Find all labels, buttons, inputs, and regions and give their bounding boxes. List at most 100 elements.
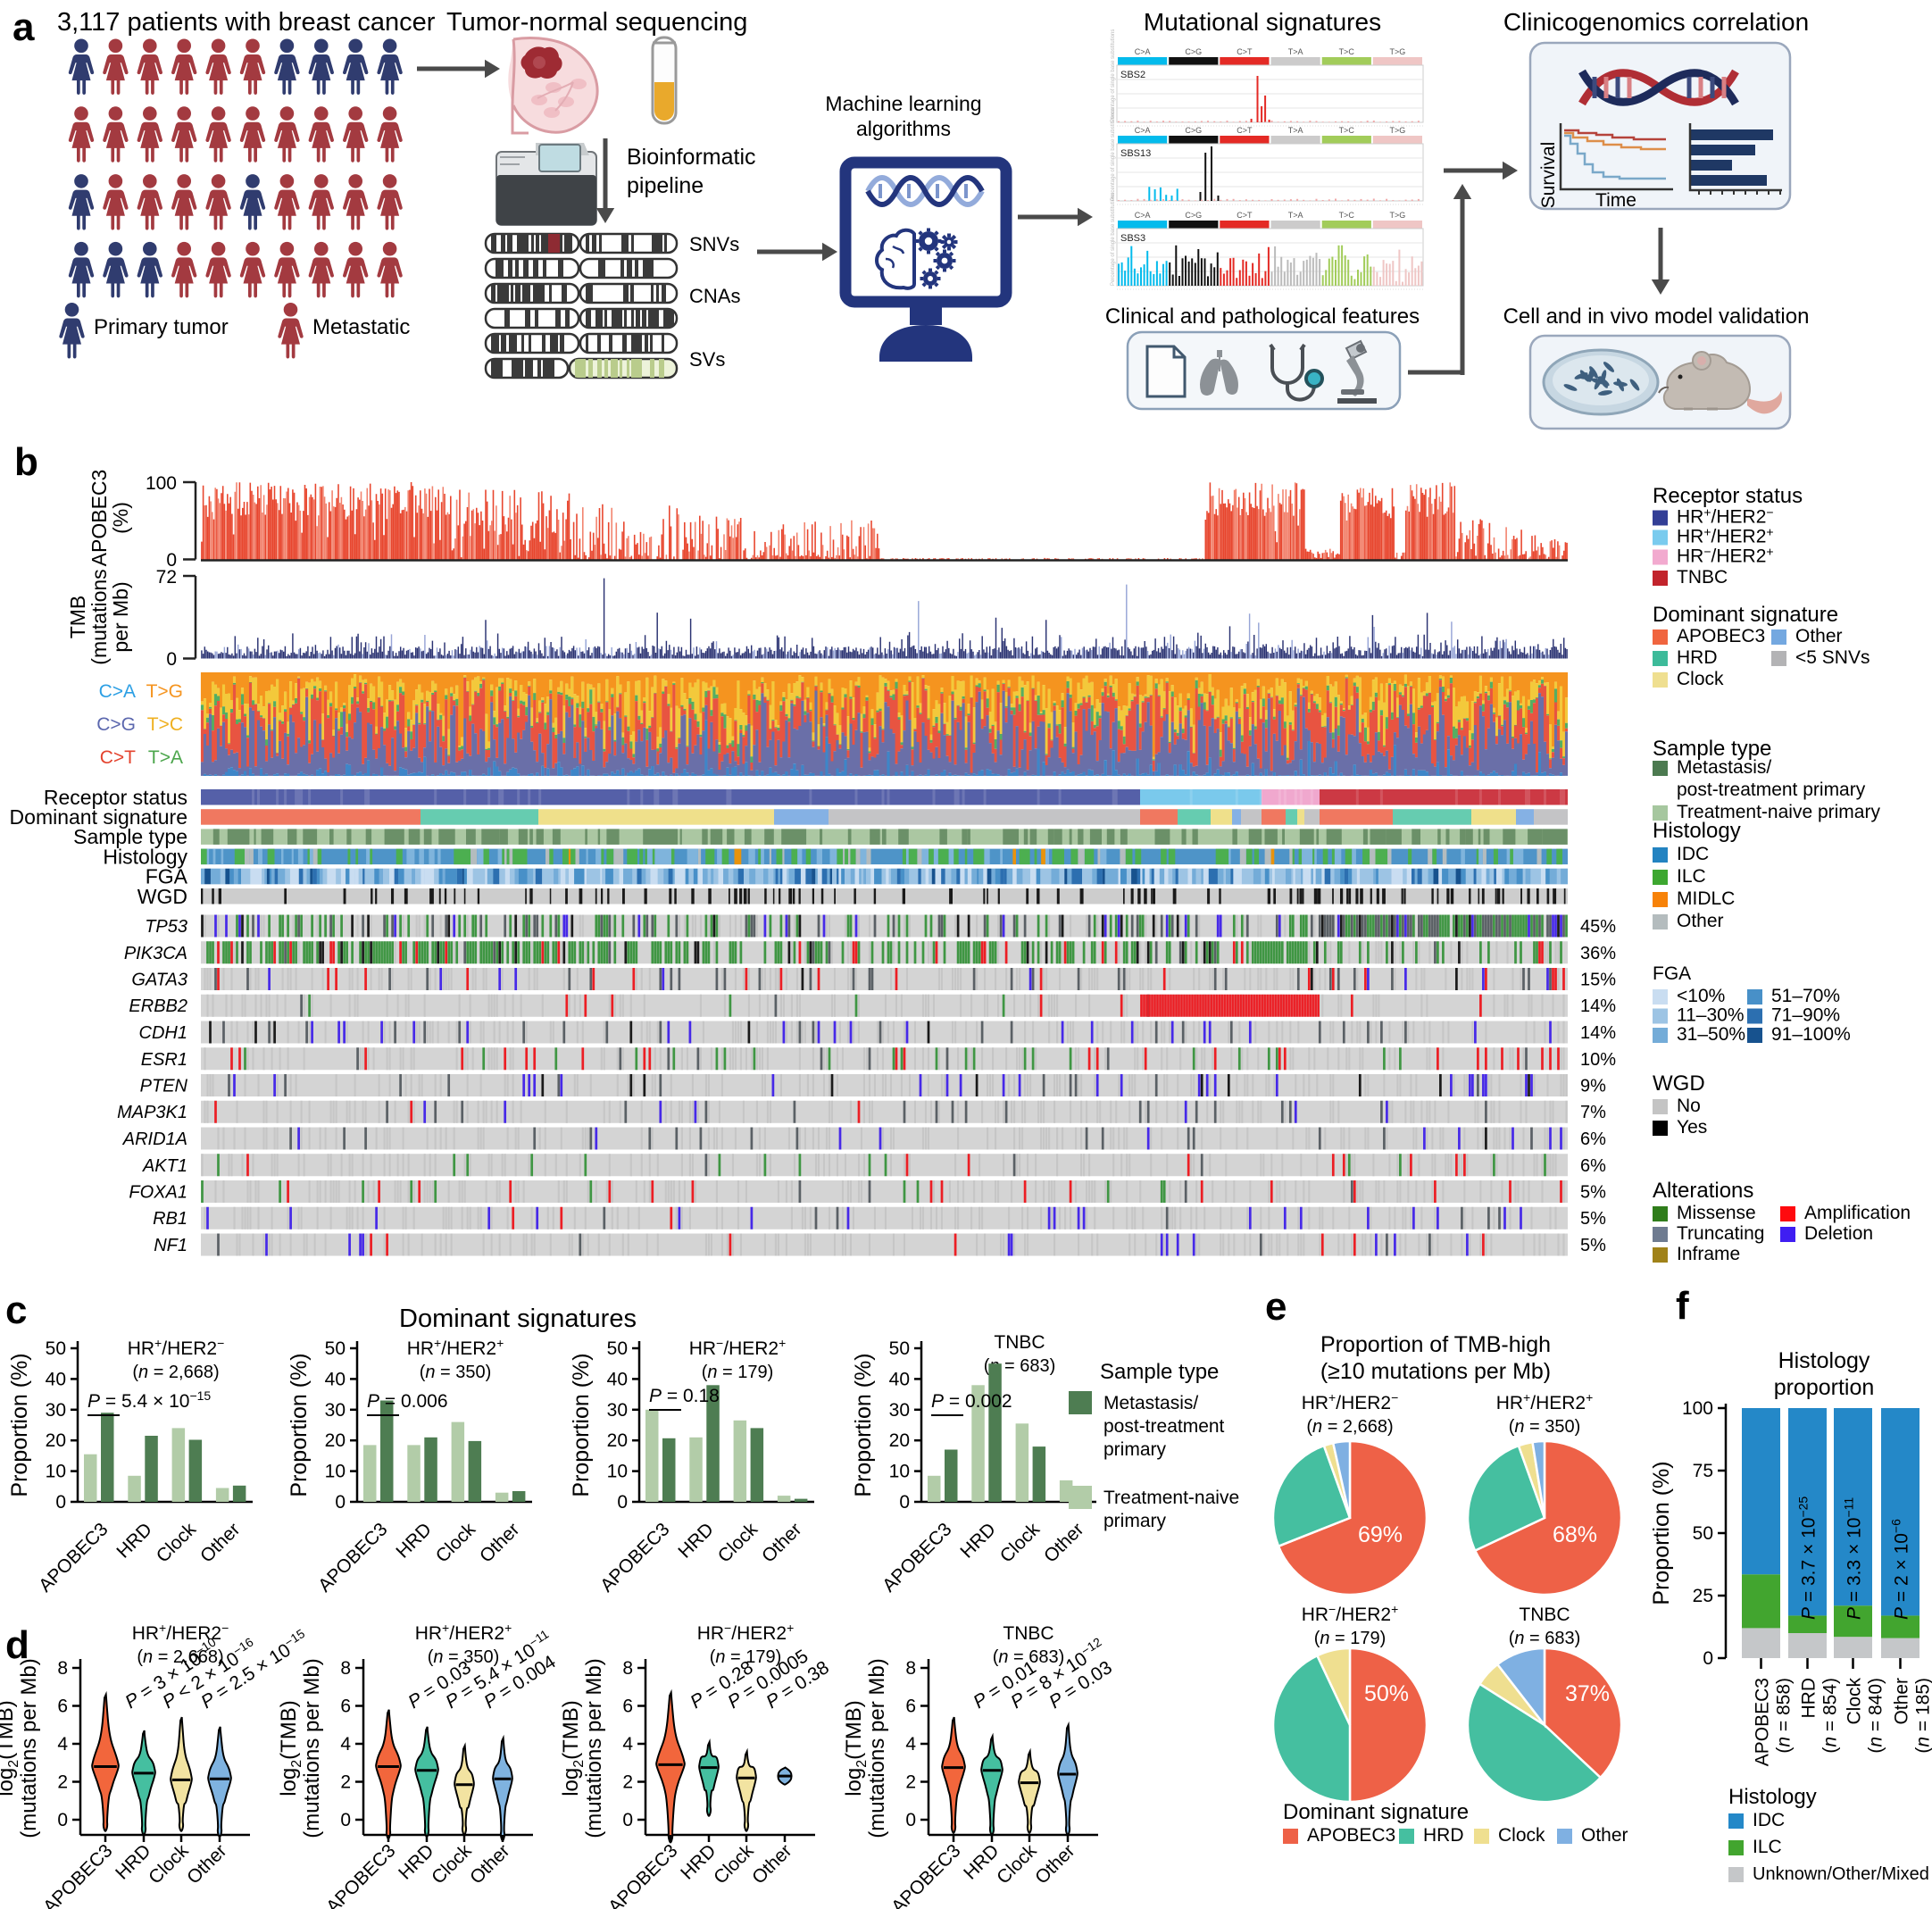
svg-text:72: 72: [156, 567, 177, 588]
svg-text:8: 8: [340, 1658, 351, 1679]
svg-text:NF1: NF1: [154, 1236, 187, 1255]
svg-text:50: 50: [607, 1338, 628, 1359]
svg-text:T>A: T>A: [148, 747, 183, 768]
svg-text:IDC: IDC: [1753, 1810, 1785, 1830]
svg-text:TNBC: TNBC: [1677, 567, 1728, 588]
svg-text:P = 2 × 10−6​: P = 2 × 10−6​: [1889, 1519, 1912, 1620]
svg-text:Receptor status: Receptor status: [44, 786, 187, 809]
svg-text:SNVs: SNVs: [689, 233, 739, 255]
svg-text:Percentage of single base subs: Percentage of single base substitutions: [1111, 29, 1116, 122]
svg-text:6%: 6%: [1580, 1156, 1606, 1176]
svg-text:(n = 854): (n = 854): [1820, 1678, 1841, 1754]
svg-text:log2​(TMB): log2​(TMB): [842, 1700, 870, 1796]
svg-text:T>G: T>G: [146, 681, 183, 702]
svg-text:HRD: HRD: [1799, 1678, 1820, 1719]
svg-text:Yes: Yes: [1677, 1117, 1707, 1138]
svg-text:2: 2: [57, 1772, 68, 1793]
svg-text:Percentage of single base subs: Percentage of single base substitutions: [1111, 193, 1116, 286]
svg-text:100: 100: [1682, 1398, 1713, 1419]
svg-text:C>T: C>T: [100, 747, 136, 768]
svg-text:HR−​/HER2+​: HR−​/HER2+​: [689, 1336, 787, 1359]
svg-text:20: 20: [889, 1430, 910, 1451]
svg-text:(%): (%): [109, 502, 132, 534]
svg-text:Proportion (%): Proportion (%): [851, 1353, 876, 1496]
svg-text:51–70%: 51–70%: [1771, 986, 1840, 1006]
svg-text:(mutations per Mb): (mutations per Mb): [17, 1658, 41, 1838]
svg-text:5%: 5%: [1580, 1209, 1606, 1229]
svg-text:SBS3: SBS3: [1120, 233, 1145, 244]
svg-text:31–50%: 31–50%: [1677, 1024, 1745, 1045]
svg-text:FGA: FGA: [146, 865, 188, 888]
svg-text:6: 6: [57, 1696, 68, 1717]
svg-text:T>G: T>G: [1390, 47, 1406, 56]
svg-text:AKT1: AKT1: [142, 1156, 187, 1176]
svg-text:HR+​/HER2+​: HR+​/HER2+​: [407, 1336, 504, 1359]
svg-text:HR−​/HER2+​: HR−​/HER2+​: [1677, 545, 1774, 567]
svg-text:(n = 179): (n = 179): [710, 1647, 782, 1667]
svg-text:Proportion (%): Proportion (%): [569, 1353, 594, 1496]
svg-text:0: 0: [340, 1810, 351, 1830]
svg-text:30: 30: [325, 1400, 346, 1421]
svg-text:TMB: TMB: [66, 596, 89, 639]
svg-text:(≥10 mutations per Mb): (≥10 mutations per Mb): [1320, 1359, 1551, 1384]
svg-text:HRD: HRD: [1423, 1825, 1464, 1846]
svg-text:15%: 15%: [1580, 971, 1616, 990]
svg-text:91–100%: 91–100%: [1771, 1024, 1851, 1045]
svg-text:Proportion (%): Proportion (%): [1649, 1461, 1674, 1605]
svg-text:(n = 179): (n = 179): [702, 1363, 774, 1382]
svg-text:0: 0: [1703, 1648, 1713, 1669]
svg-text:(n = 179): (n = 179): [1314, 1629, 1387, 1648]
svg-text:36%: 36%: [1580, 944, 1616, 963]
svg-text:14%: 14%: [1580, 996, 1616, 1016]
svg-text:CNAs: CNAs: [689, 285, 740, 307]
svg-text:APOBEC3: APOBEC3: [1753, 1678, 1773, 1766]
svg-text:10: 10: [889, 1462, 910, 1482]
svg-text:Other: Other: [1892, 1678, 1912, 1725]
svg-text:2: 2: [622, 1772, 633, 1793]
svg-text:100: 100: [146, 473, 177, 494]
svg-text:30: 30: [607, 1400, 628, 1421]
svg-text:PIK3CA: PIK3CA: [124, 944, 187, 963]
svg-text:Tumor-normal sequencing: Tumor-normal sequencing: [446, 8, 747, 37]
svg-text:5%: 5%: [1580, 1236, 1606, 1255]
svg-text:primary: primary: [1103, 1439, 1167, 1460]
svg-text:Sample type: Sample type: [1100, 1360, 1219, 1384]
svg-text:45%: 45%: [1580, 917, 1616, 937]
svg-text:T>C: T>C: [1339, 211, 1355, 220]
svg-text:HR+​/HER2+​: HR+​/HER2+​: [1677, 525, 1774, 547]
svg-text:(n = 2,668): (n = 2,668): [137, 1647, 223, 1667]
svg-text:C>A: C>A: [1135, 47, 1151, 56]
svg-text:SVs: SVs: [689, 348, 725, 371]
svg-text:Histology: Histology: [103, 845, 187, 868]
svg-text:(n = 683): (n = 683): [1509, 1629, 1581, 1648]
svg-text:T>C: T>C: [147, 714, 183, 735]
svg-text:TNBC: TNBC: [1519, 1605, 1570, 1625]
svg-text:RB1: RB1: [153, 1209, 187, 1229]
svg-text:0: 0: [166, 550, 177, 571]
svg-text:ILC: ILC: [1677, 866, 1706, 887]
svg-text:Bioinformatic: Bioinformatic: [627, 145, 756, 170]
svg-text:Inframe: Inframe: [1677, 1244, 1740, 1264]
svg-text:10%: 10%: [1580, 1050, 1616, 1070]
svg-text:Metastasis/: Metastasis/: [1103, 1393, 1198, 1413]
svg-text:0: 0: [617, 1492, 628, 1513]
svg-text:MIDLC: MIDLC: [1677, 888, 1735, 909]
svg-text:d: d: [5, 1623, 29, 1667]
svg-text:Histology: Histology: [1778, 1348, 1870, 1373]
svg-text:Treatment-naive: Treatment-naive: [1103, 1488, 1239, 1508]
svg-text:Sample type: Sample type: [1653, 737, 1771, 761]
svg-text:Clock: Clock: [1845, 1678, 1865, 1725]
svg-text:0: 0: [905, 1810, 916, 1830]
svg-text:C>G: C>G: [1185, 126, 1202, 135]
svg-text:<10%: <10%: [1677, 986, 1725, 1006]
svg-text:(n = 185): (n = 185): [1913, 1678, 1932, 1754]
svg-text:69%: 69%: [1358, 1522, 1403, 1547]
svg-text:HR+​/HER2−​: HR+​/HER2−​: [1302, 1390, 1399, 1413]
svg-text:log2​(TMB): log2​(TMB): [0, 1700, 21, 1796]
svg-text:3,117 patients with breast can: 3,117 patients with breast cancer: [57, 8, 436, 37]
svg-text:Primary tumor: Primary tumor: [94, 315, 229, 339]
svg-text:HR+​/HER2−​: HR+​/HER2−​: [128, 1336, 225, 1359]
svg-text:Clock: Clock: [1498, 1825, 1545, 1846]
svg-text:Survival: Survival: [1538, 142, 1559, 209]
svg-text:proportion: proportion: [1774, 1375, 1875, 1400]
